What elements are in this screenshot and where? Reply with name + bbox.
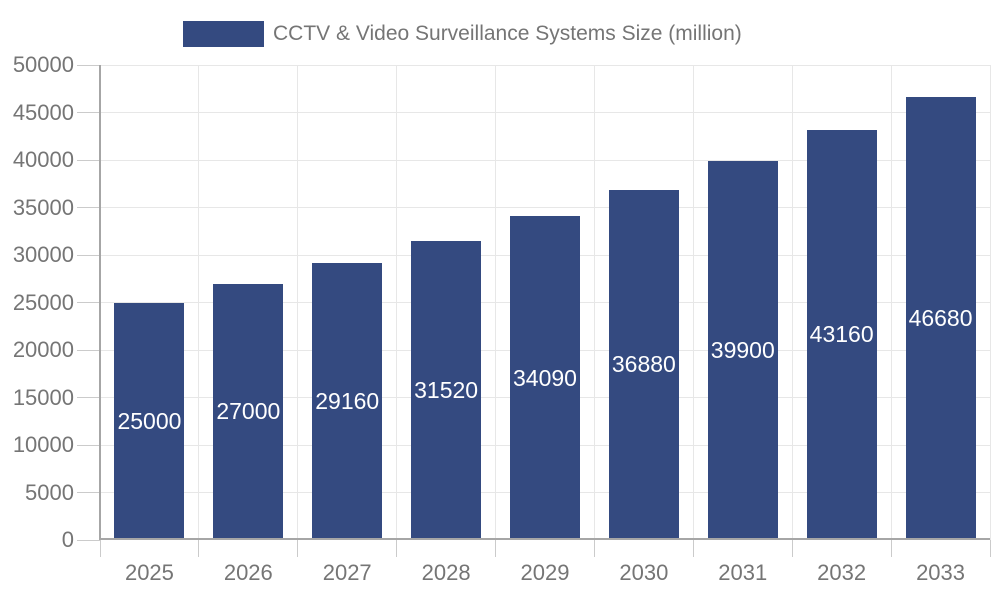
y-tick <box>77 397 100 398</box>
bar-value-label: 36880 <box>611 351 676 378</box>
h-gridline <box>100 64 990 66</box>
v-gridline <box>297 65 299 540</box>
y-tick-label: 10000 <box>12 432 74 457</box>
x-tick-label: 2033 <box>916 560 966 585</box>
bar-value-label: 43160 <box>809 321 874 348</box>
y-tick <box>77 492 100 493</box>
bar-value-label: 27000 <box>216 398 281 425</box>
y-tick-label: 35000 <box>12 194 74 220</box>
x-tick <box>791 540 793 557</box>
x-tick-label: 2027 <box>322 560 372 585</box>
h-gridline <box>100 207 990 208</box>
x-tick <box>297 540 299 557</box>
bar: 25000 <box>114 302 185 540</box>
y-tick <box>77 349 100 351</box>
v-gridline <box>198 65 200 540</box>
x-tick <box>989 540 991 557</box>
x-tick <box>99 540 101 557</box>
plot-area: 0 5000 10000 15000 20000 25000 30000 35000 40000… <box>13 54 991 585</box>
x-tick <box>890 540 892 557</box>
bar-value-label: 25000 <box>117 407 182 434</box>
h-gridline <box>100 112 990 113</box>
bar-value-label: 34090 <box>513 364 577 391</box>
y-tick <box>77 64 100 66</box>
x-tick-label: 2031 <box>718 560 768 585</box>
y-tick-label: 0 <box>61 527 74 552</box>
x-tick-label: 2029 <box>520 560 570 585</box>
y-tick <box>77 254 100 256</box>
x-tick <box>593 540 595 557</box>
y-tick <box>77 444 100 446</box>
y-tick <box>77 302 100 303</box>
x-tick <box>495 540 497 557</box>
bar-value-label: 31520 <box>414 376 479 403</box>
legend-label: CCTV & Video Surveillance Systems Size (… <box>273 22 742 45</box>
y-tick <box>77 539 100 541</box>
v-gridline <box>791 65 793 540</box>
y-axis-line <box>99 65 101 540</box>
y-tick <box>77 159 100 161</box>
v-gridline <box>692 65 694 540</box>
bar: 27000 <box>213 283 284 540</box>
y-tick-label: 50000 <box>12 52 74 77</box>
x-tick-label: 2025 <box>124 560 174 585</box>
h-gridline <box>100 159 990 161</box>
x-tick-label: 2032 <box>817 560 867 585</box>
y-tick-label: 25000 <box>12 289 74 315</box>
bar: 43160 <box>806 129 877 540</box>
bar: 29160 <box>312 262 383 540</box>
y-tick <box>77 207 100 208</box>
bar: 36880 <box>608 189 679 540</box>
v-gridline <box>495 65 497 540</box>
y-tick-label: 15000 <box>12 384 74 410</box>
x-tick-label: 2026 <box>223 560 273 585</box>
v-gridline <box>989 65 991 540</box>
bar-value-label: 46680 <box>908 304 973 331</box>
legend: CCTV & Video Surveillance Systems Size (… <box>183 21 742 47</box>
y-tick-label: 20000 <box>12 337 74 362</box>
y-tick-label: 40000 <box>12 147 74 172</box>
x-tick-label: 2030 <box>619 560 669 585</box>
y-tick-label: 30000 <box>12 242 74 267</box>
y-tick-label: 5000 <box>25 479 74 505</box>
bar: 34090 <box>510 216 580 540</box>
legend-swatch <box>183 21 264 47</box>
x-tick <box>396 540 398 557</box>
x-tick <box>198 540 200 557</box>
v-gridline <box>890 65 892 540</box>
x-tick <box>692 540 694 557</box>
v-gridline <box>396 65 398 540</box>
bar: 46680 <box>905 96 976 540</box>
bar: 39900 <box>707 160 778 540</box>
y-tick <box>77 112 100 113</box>
x-tick-label: 2028 <box>421 560 471 585</box>
y-tick-label: 45000 <box>12 99 74 125</box>
v-gridline <box>593 65 595 540</box>
bar-value-label: 29160 <box>315 387 380 414</box>
bar: 31520 <box>411 240 482 540</box>
x-axis-line <box>100 538 990 540</box>
bar-value-label: 39900 <box>710 336 775 363</box>
